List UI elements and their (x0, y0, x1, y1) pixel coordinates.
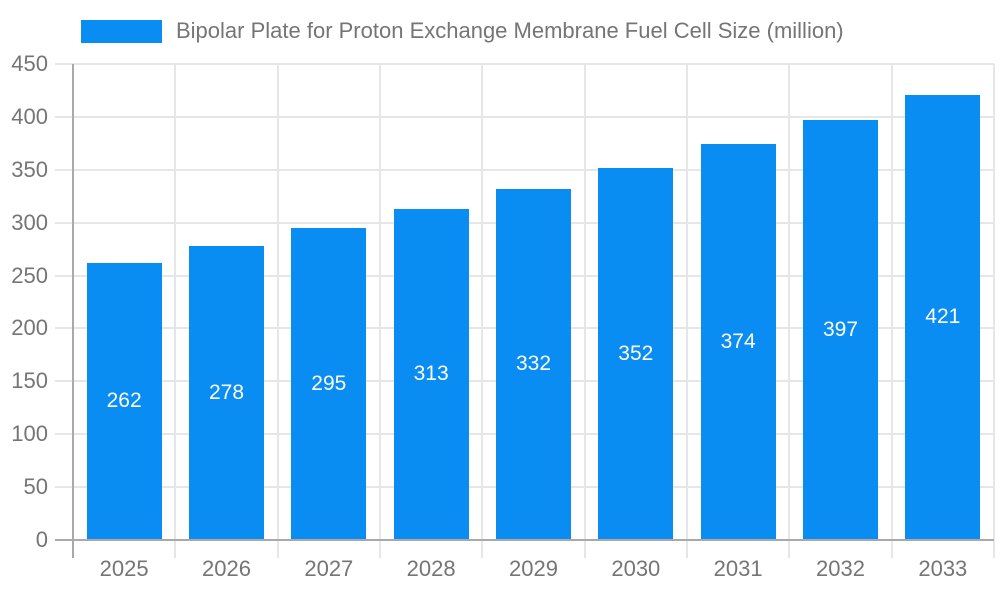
v-gridline (379, 64, 381, 540)
y-axis-tick-label: 50 (23, 474, 48, 500)
bar-2026: 278 (189, 245, 264, 540)
h-gridline (55, 63, 994, 65)
v-gridline (481, 64, 484, 540)
v-gridline (276, 64, 279, 540)
x-axis-tick (276, 540, 279, 558)
bar-2027: 295 (291, 227, 367, 540)
bar-value-label: 332 (515, 352, 552, 376)
x-axis-labels: 2025 2026 2027 2028 2029 2030 2031 2032 2033 (73, 556, 994, 586)
bar-value-label: 352 (618, 341, 654, 365)
y-axis-tick-label: 400 (11, 103, 48, 129)
bar-value-label: 374 (720, 330, 756, 354)
x-axis-tick-label: 2030 (611, 556, 661, 581)
bar-2032: 397 (803, 120, 878, 540)
x-axis-tick-label: 2027 (304, 556, 354, 581)
v-gridline (788, 64, 791, 540)
y-axis-tick-label: 200 (11, 315, 48, 341)
bar-value-label: 421 (925, 305, 961, 329)
v-gridline (993, 64, 995, 540)
x-axis-tick-label: 2031 (713, 556, 763, 581)
bar-2028: 313 (393, 208, 469, 540)
v-gridline (174, 64, 177, 540)
y-axis-line (72, 64, 74, 558)
x-axis-line (55, 539, 994, 541)
y-axis-tick-label: 0 (35, 527, 48, 552)
legend-label: Bipolar Plate for Proton Exchange Membra… (176, 18, 844, 43)
y-axis-labels: 0 50 100 150 200 250 300 350 400 450 (0, 51, 48, 552)
x-axis-tick-label: 2028 (406, 556, 456, 581)
y-axis-tick-label: 150 (11, 368, 48, 394)
x-axis-tick-label: 2026 (202, 556, 251, 581)
h-gridline (55, 168, 994, 171)
x-axis-tick (993, 540, 995, 558)
x-axis-tick (481, 540, 484, 558)
v-gridline (686, 64, 688, 540)
bar-2029: 332 (496, 188, 571, 540)
bar-2030: 352 (598, 167, 674, 540)
bar-value-label: 397 (822, 318, 859, 342)
legend: Bipolar Plate for Proton Exchange Membra… (81, 18, 844, 44)
y-axis-tick-label: 450 (11, 51, 48, 76)
x-axis-tick (174, 540, 177, 558)
x-axis-tick (379, 540, 381, 558)
x-axis-tick (890, 540, 893, 558)
x-axis-tick-label: 2029 (509, 556, 558, 581)
y-axis-tick-label: 350 (11, 156, 48, 182)
x-axis-tick (583, 540, 586, 558)
legend-swatch (81, 19, 162, 43)
bar-value-label: 262 (106, 389, 142, 413)
bar-value-label: 313 (413, 362, 449, 386)
v-gridline (583, 64, 586, 540)
bar-2031: 374 (700, 144, 776, 540)
plot-area: 262 278 295 313 332 352 374 397 421 (55, 63, 995, 558)
bar-value-label: 278 (208, 380, 245, 404)
bar-2025: 262 (86, 262, 162, 540)
x-axis-tick (686, 540, 688, 558)
x-axis-tick-label: 2032 (816, 556, 865, 581)
x-axis-tick-label: 2025 (99, 556, 149, 581)
y-axis-tick-label: 100 (11, 421, 48, 447)
y-axis-tick-label: 250 (11, 262, 48, 288)
y-axis-tick-label: 300 (11, 209, 48, 235)
v-gridline (890, 64, 893, 540)
x-axis-tick-label: 2033 (918, 556, 968, 581)
h-gridline (55, 115, 994, 118)
bar-2033: 421 (905, 94, 981, 540)
x-axis-tick (788, 540, 791, 558)
bar-value-label: 295 (311, 371, 347, 395)
